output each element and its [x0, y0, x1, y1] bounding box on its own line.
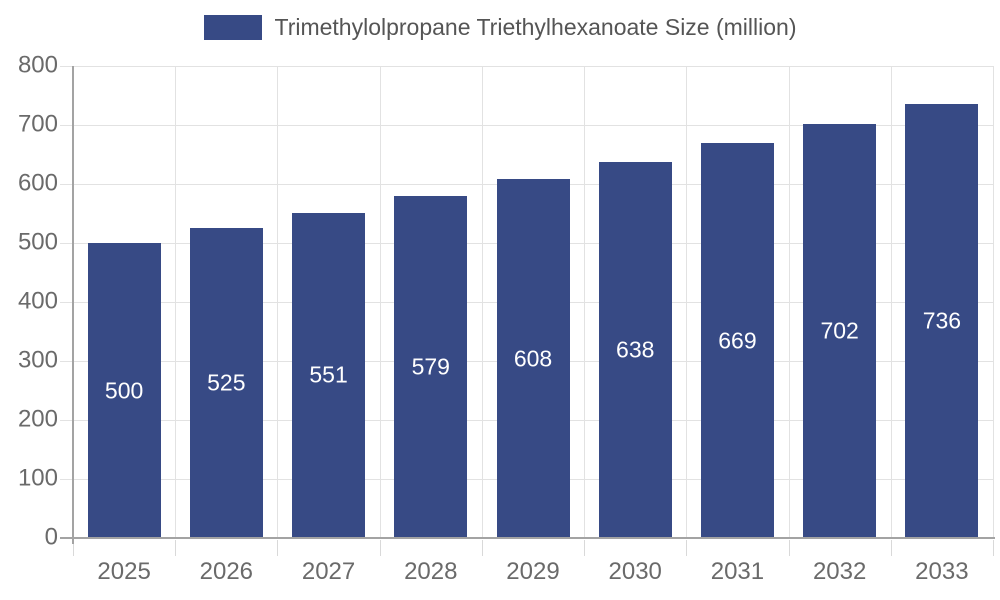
bar[interactable]: 500	[87, 243, 161, 538]
x-axis-tick	[175, 540, 177, 556]
x-gridline	[379, 66, 381, 538]
bar-value-label: 638	[616, 336, 655, 363]
x-axis-tick	[584, 540, 586, 556]
x-gridline	[584, 66, 586, 538]
y-axis-tick-label: 300	[17, 346, 58, 374]
x-axis-tick-label: 2026	[199, 558, 254, 585]
x-axis-tick-label: 2033	[915, 558, 969, 585]
x-axis-tick	[481, 540, 483, 556]
x-gridline	[481, 66, 483, 538]
bar-value-label: 551	[309, 361, 348, 388]
y-axis-tick-label: 500	[17, 228, 58, 256]
bar[interactable]: 525	[189, 228, 263, 538]
y-axis-tick-label: 600	[17, 169, 58, 197]
x-axis-tick-label: 2031	[710, 558, 765, 585]
bar[interactable]: 551	[292, 212, 366, 538]
x-axis-tick-label: 2028	[404, 558, 458, 585]
bar[interactable]: 736	[905, 103, 979, 538]
x-gridline	[993, 66, 994, 538]
bar[interactable]: 702	[803, 123, 877, 538]
bar[interactable]: 608	[496, 179, 570, 538]
x-axis-tick-label: 2027	[301, 558, 356, 585]
y-gridline	[60, 66, 993, 67]
x-axis-tick-label: 2025	[97, 558, 151, 585]
x-axis-tick-label: 2029	[506, 558, 560, 585]
x-axis-tick	[277, 540, 279, 556]
bar-value-label: 608	[513, 345, 553, 372]
bar-value-label: 702	[820, 317, 859, 344]
bar-value-label: 669	[718, 327, 757, 354]
x-axis-tick-label: 2030	[608, 558, 662, 585]
bar[interactable]: 638	[598, 161, 672, 538]
x-axis-tick-label: 2032	[812, 558, 867, 585]
y-gridline	[60, 125, 993, 126]
y-axis-tick-label: 800	[17, 51, 58, 79]
legend-swatch-icon	[203, 15, 262, 40]
x-gridline	[277, 66, 279, 538]
x-axis-tick	[993, 540, 994, 556]
y-axis-tick-label: 200	[17, 405, 58, 433]
bar-value-label: 579	[411, 353, 450, 380]
y-axis-tick-label: 700	[17, 110, 58, 138]
x-axis-tick	[890, 540, 892, 556]
bar[interactable]: 579	[394, 196, 468, 538]
bar-value-label: 525	[207, 369, 246, 396]
x-axis-tick	[788, 540, 790, 556]
x-axis-tick	[379, 540, 381, 556]
chart-legend[interactable]: Trimethylolpropane Triethylhexanoate Siz…	[0, 14, 1000, 41]
bar-value-label: 500	[104, 377, 144, 403]
legend-label: Trimethylolpropane Triethylhexanoate Siz…	[274, 14, 797, 40]
x-axis-tick	[686, 540, 688, 556]
bar[interactable]: 669	[700, 143, 774, 538]
x-axis-line	[60, 537, 995, 539]
y-axis-line	[72, 66, 74, 544]
x-gridline	[788, 66, 790, 538]
y-axis-tick-label: 400	[17, 287, 58, 315]
y-axis-tick-label: 0	[44, 523, 58, 551]
bar-value-label: 736	[922, 307, 962, 334]
x-gridline	[175, 66, 177, 538]
y-axis-tick-label: 100	[17, 464, 58, 492]
x-axis-tick	[73, 540, 74, 556]
x-gridline	[890, 66, 892, 538]
x-gridline	[686, 66, 688, 538]
